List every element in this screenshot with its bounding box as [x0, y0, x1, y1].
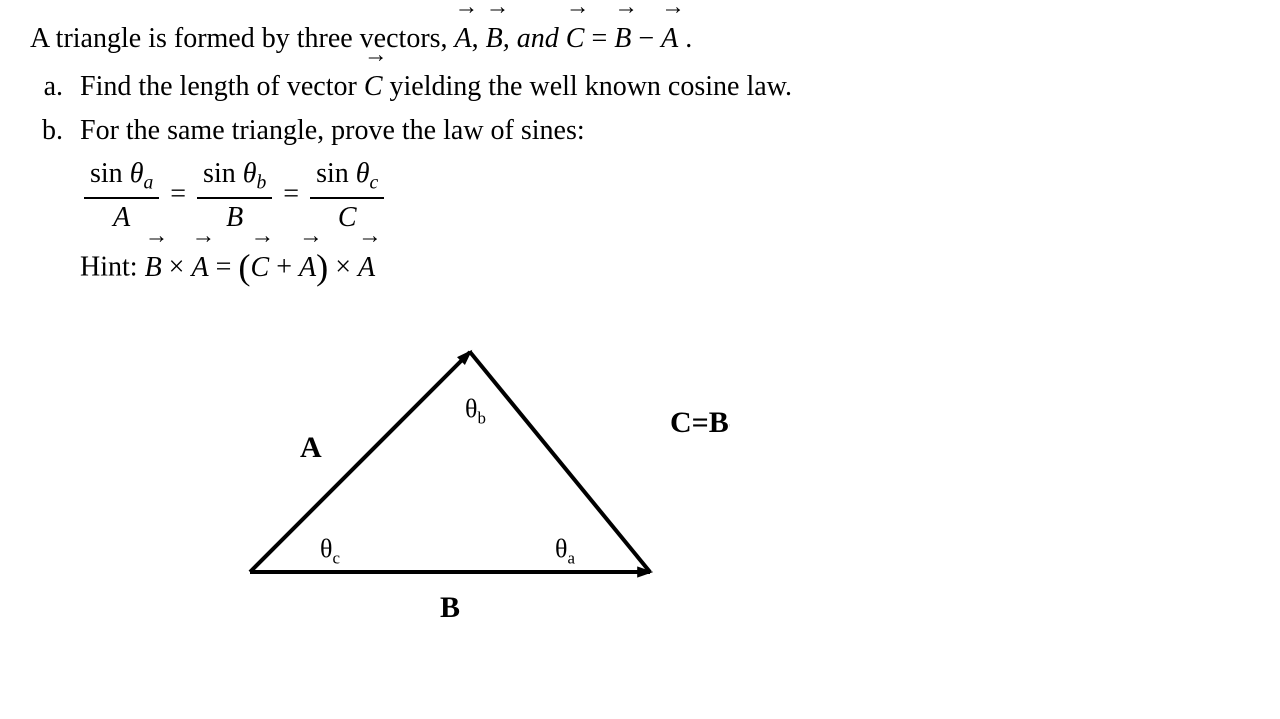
vec-C-pa: →C [364, 68, 383, 106]
vec-Ch: →C [251, 249, 270, 287]
vec-Ah: →A [191, 249, 208, 287]
part-b-text: For the same triangle, prove the law of … [80, 112, 1250, 150]
svg-text:θa: θa [555, 534, 575, 568]
vec-B2: →B [614, 20, 631, 58]
triangle-svg: A B C=B-A θb θc θa [210, 312, 730, 632]
vec-C: →C [566, 20, 585, 58]
svg-text:A: A [300, 431, 322, 464]
part-b: For the same triangle, prove the law of … [70, 112, 1250, 293]
svg-text:B: B [440, 591, 460, 624]
svg-text:C=B-A: C=B-A [670, 406, 730, 439]
part-a: Find the length of vector →C yielding th… [70, 68, 1250, 106]
hint-line: Hint: →B × →A = (→C + →A) × →A [80, 243, 1250, 292]
vec-Ah2: →A [299, 249, 316, 287]
problem-intro: A triangle is formed by three vectors, →… [30, 20, 1250, 58]
svg-text:θc: θc [320, 534, 340, 568]
triangle-diagram: A B C=B-A θb θc θa [210, 312, 1250, 643]
vec-Bh: →B [145, 249, 162, 287]
svg-text:θb: θb [465, 394, 486, 428]
vec-A: →A [455, 20, 472, 58]
parts-list: Find the length of vector →C yielding th… [70, 68, 1250, 293]
vec-Ah3: →A [358, 249, 375, 287]
intro-prefix: A triangle is formed by three vectors, [30, 23, 455, 54]
vec-B: →B [486, 20, 503, 58]
vec-A2: →A [661, 20, 678, 58]
